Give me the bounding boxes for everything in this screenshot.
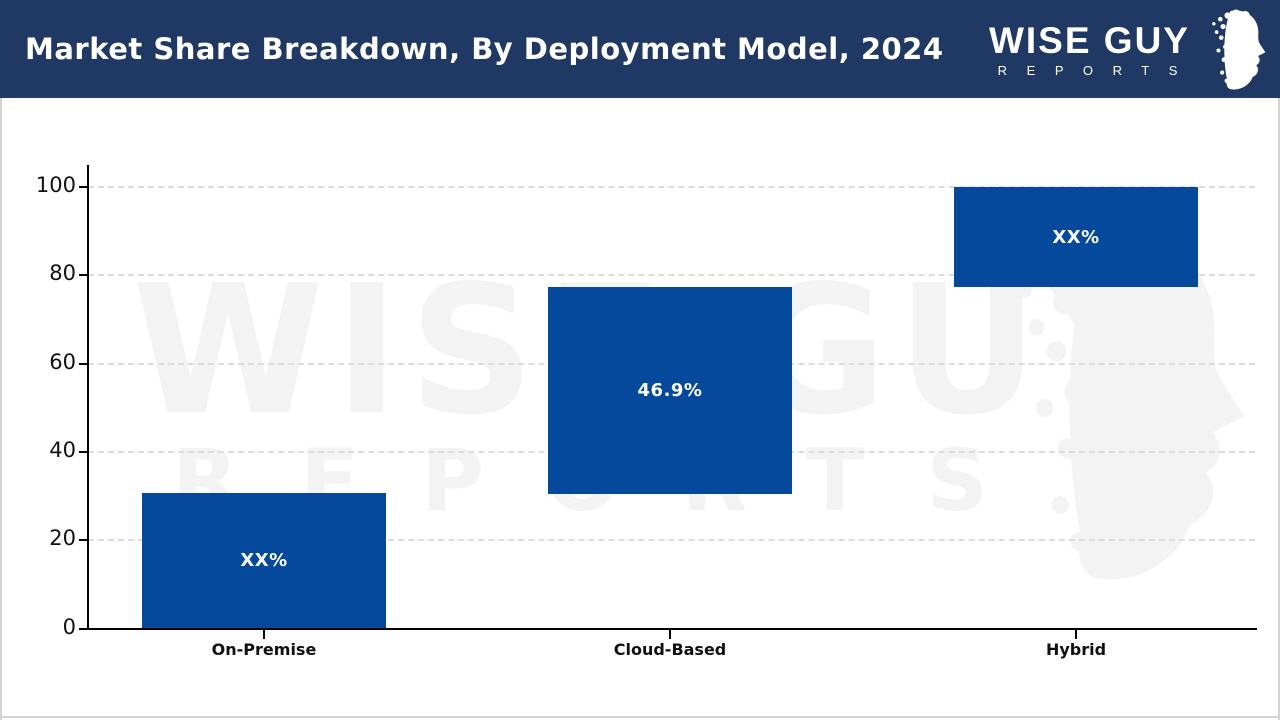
y-axis-line xyxy=(87,165,89,630)
y-tick-mark-20 xyxy=(79,539,88,542)
category-label-hybrid: Hybrid xyxy=(1045,640,1107,659)
x-tick-mark-on-premise xyxy=(263,630,265,639)
gridline-20 xyxy=(88,539,1255,542)
header: Market Share Breakdown, By Deployment Mo… xyxy=(0,0,1280,98)
x-tick-mark-cloud-based xyxy=(669,630,671,639)
logo-wordmark: WISE GUY R E P O R T S xyxy=(989,22,1190,78)
bar-value-label: XX% xyxy=(1052,226,1100,248)
y-tick-mark-100 xyxy=(79,186,88,188)
page-border-bottom xyxy=(0,716,1280,718)
gridline-80 xyxy=(88,274,1255,277)
bar-hybrid: XX% xyxy=(954,187,1198,288)
bar-value-label: 46.9% xyxy=(637,380,703,402)
category-label-cloud-based: Cloud-Based xyxy=(613,640,727,659)
y-tick-label-100: 100 xyxy=(35,173,76,197)
page-border-right xyxy=(1278,98,1280,720)
bar-cloud-based: 46.9% xyxy=(548,287,792,495)
y-tick-mark-80 xyxy=(79,274,88,277)
y-tick-label-20: 20 xyxy=(49,526,76,551)
y-tick-label-40: 40 xyxy=(49,437,76,462)
y-tick-mark-40 xyxy=(79,450,88,453)
bar-on-premise: XX% xyxy=(142,493,386,629)
bar-value-label: XX% xyxy=(240,550,288,572)
y-tick-label-80: 80 xyxy=(49,261,76,286)
x-axis-line xyxy=(87,628,1257,630)
logo-face-icon xyxy=(1212,9,1266,89)
y-tick-mark-60 xyxy=(79,362,88,365)
page-title: Market Share Breakdown, By Deployment Mo… xyxy=(25,32,944,66)
gridline-100 xyxy=(88,186,1255,188)
page-border-left xyxy=(0,98,2,720)
y-tick-label-60: 60 xyxy=(49,349,76,374)
y-tick-mark-0 xyxy=(79,627,88,630)
category-label-on-premise: On-Premise xyxy=(211,640,317,659)
x-tick-mark-hybrid xyxy=(1075,630,1077,639)
wise-guy-logo: WISE GUY R E P O R T S xyxy=(989,4,1270,96)
y-tick-label-0: 0 xyxy=(62,614,76,639)
logo-word: WISE GUY xyxy=(988,20,1190,61)
logo-subtitle: R E P O R T S xyxy=(997,63,1186,78)
